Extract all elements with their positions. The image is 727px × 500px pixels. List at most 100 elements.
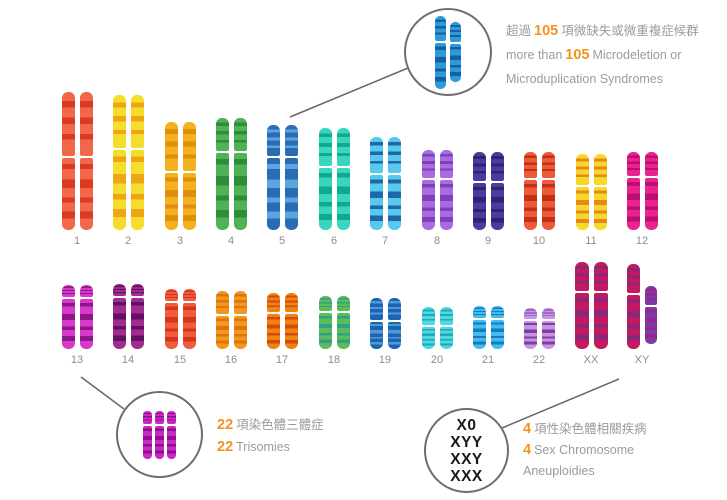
chromosome-pair-19 [369, 298, 401, 349]
chromatid [61, 92, 75, 230]
chromatid [421, 150, 435, 230]
chromosome-label-12: 12 [635, 235, 649, 247]
chromosome-label-18: 18 [327, 354, 341, 366]
chromosome-pair-XX [574, 262, 608, 349]
chromatid [167, 410, 176, 459]
chromatid [182, 289, 196, 349]
chromosome-label-20: 20 [430, 354, 444, 366]
chromatid [387, 137, 401, 230]
sex-note-en-1: 4 Sex Chromosome [523, 442, 635, 458]
chromatid [541, 308, 555, 349]
chromatid [336, 296, 350, 349]
connector-line-microdeletion [289, 67, 409, 118]
chromosome-label-2: 2 [124, 235, 132, 247]
chromosome-pair-8 [421, 150, 453, 230]
chromatid [472, 306, 486, 349]
chromosome-pair-20 [421, 307, 453, 349]
chromatid [541, 152, 555, 230]
chromosome-pair-4 [215, 118, 247, 230]
trisomy-count-zh: 22 [217, 417, 234, 433]
chromosome-label-8: 8 [433, 235, 441, 247]
genotype-xxy: XXY [450, 450, 483, 468]
chromatid [387, 298, 401, 349]
chromatid [626, 152, 640, 230]
chromatid [318, 128, 332, 230]
chromatid [593, 154, 607, 230]
chromosome-label-17: 17 [275, 354, 289, 366]
chromosome-pair-9 [472, 152, 504, 230]
genotype-xxx: XXX [450, 467, 483, 485]
microdeletion-count-zh: 105 [534, 23, 559, 39]
chromatid [369, 298, 383, 349]
chromosome-pair-6 [318, 128, 350, 230]
sex-note-en-2: Aneuploidies [523, 464, 595, 478]
chromatid [593, 262, 608, 349]
chromatid [266, 125, 280, 230]
chromatid [266, 293, 280, 349]
microdeletion-count-en: 105 [565, 47, 590, 63]
chromatid [79, 285, 93, 349]
chromosome-label-13: 13 [70, 354, 84, 366]
chromatid [644, 152, 658, 230]
chromosome-pair-11 [575, 154, 607, 230]
chromatid [435, 15, 446, 89]
chromatid [574, 262, 589, 349]
chromatid [523, 152, 537, 230]
trisomy-chromosome-triplet [143, 410, 176, 459]
chromatid [421, 307, 435, 349]
trisomy-note: 22 項染色體三體症 22 Trisomies [217, 414, 324, 458]
chromosome-label-7: 7 [381, 235, 389, 247]
chromosome-label-XX: XX [583, 354, 599, 366]
chromosome-pair-10 [523, 152, 555, 230]
sex-count-en: 4 [523, 442, 532, 458]
chromatid [164, 289, 178, 349]
sex-aneuploidy-note: 4 項性染色體相關疾病 4 Sex Chromosome Aneuploidies [523, 419, 647, 482]
chromatid [79, 92, 93, 230]
chromatid [284, 293, 298, 349]
microdeletion-note-zh: 超過 105 項微缺失或微重複症候群 [506, 23, 699, 39]
chromosome-label-XY: XY [634, 354, 650, 366]
chromosome-label-4: 4 [227, 235, 235, 247]
chromatid [490, 306, 504, 349]
chromosome-pair-14 [112, 284, 144, 349]
chromatid [130, 284, 144, 349]
chromosome-pair-21 [472, 306, 504, 349]
trisomy-count-en: 22 [217, 439, 234, 455]
sex-count-zh: 4 [523, 421, 532, 437]
chromosome-label-21: 21 [481, 354, 495, 366]
chromatid [369, 137, 383, 230]
chromatid [490, 152, 504, 230]
chromatid [439, 307, 453, 349]
trisomy-note-en: 22 Trisomies [217, 439, 290, 455]
chromatid [318, 296, 332, 349]
chromatid [215, 118, 229, 230]
chromosome-label-1: 1 [73, 235, 81, 247]
chromatid [182, 122, 196, 230]
chromosome-pair-12 [626, 152, 658, 230]
chromosome-label-10: 10 [532, 235, 546, 247]
chromosome-label-5: 5 [278, 235, 286, 247]
genotype-xyy: XYY [450, 433, 483, 451]
chromatid [233, 118, 247, 230]
zoomed-blue-chromosome-pair [435, 15, 461, 89]
chromatid [284, 125, 298, 230]
chromatid [112, 284, 126, 349]
sex-aneuploidy-circle: X0 XYY XXY XXX [424, 408, 509, 493]
genotype-x0: X0 [456, 416, 477, 434]
chromosome-pair-XY [627, 264, 657, 349]
chromatid [336, 128, 350, 230]
microdeletion-zoom-circle [404, 8, 492, 96]
chromosome-pair-22 [523, 308, 555, 349]
chromosome-pair-5 [266, 125, 298, 230]
chromatid [472, 152, 486, 230]
chromatid [575, 154, 589, 230]
microdeletion-note-en-1: more than 105 Microdeletion or [506, 47, 682, 63]
chromosome-pair-2 [112, 95, 144, 230]
chromosome-label-6: 6 [330, 235, 338, 247]
chromosome-label-9: 9 [484, 235, 492, 247]
microdeletion-note: 超過 105 項微缺失或微重複症候群 more than 105 Microdeleti… [506, 19, 699, 91]
chromosome-label-14: 14 [121, 354, 135, 366]
chromatid [439, 150, 453, 230]
chromatid [112, 95, 126, 230]
chromosome-label-22: 22 [532, 354, 546, 366]
